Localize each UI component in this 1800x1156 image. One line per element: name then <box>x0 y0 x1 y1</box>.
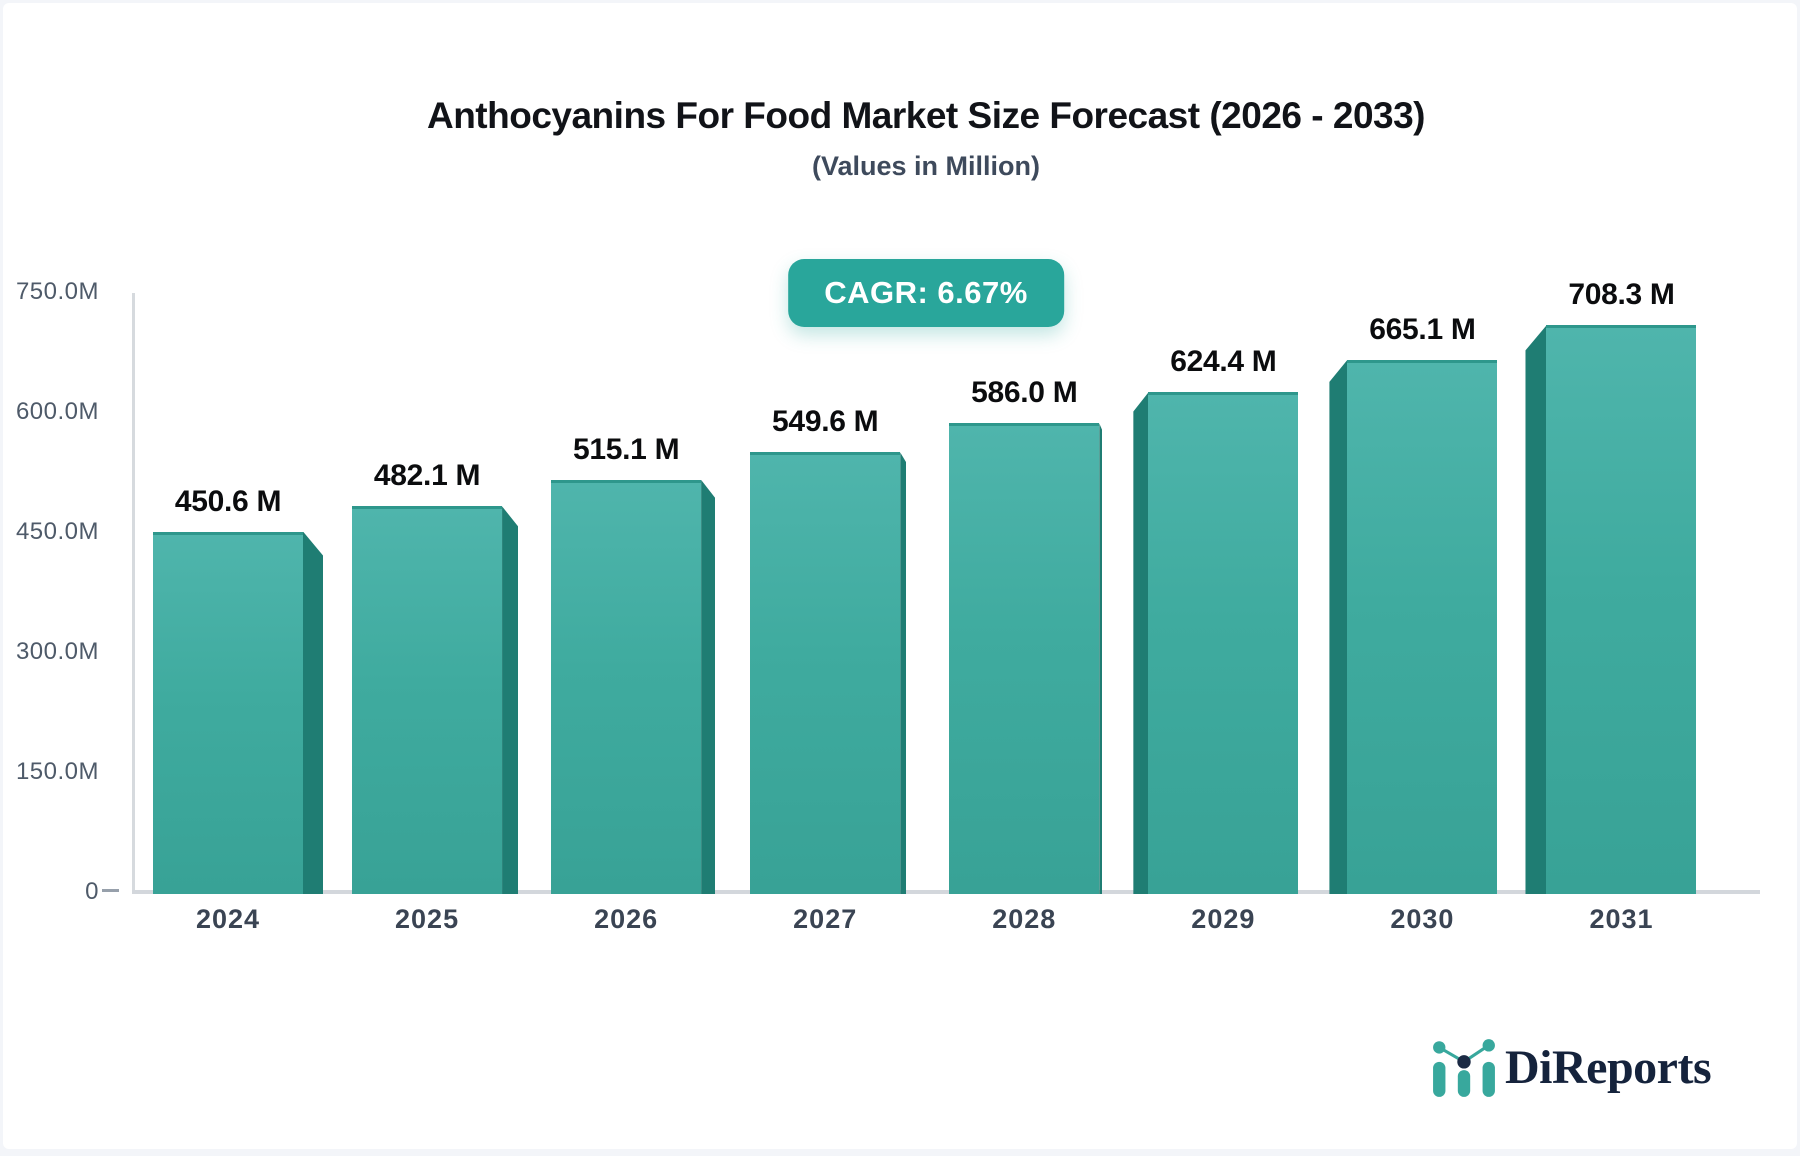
y-axis-tick-label: 600.0M <box>15 398 99 425</box>
zero-tick-mark <box>102 889 119 892</box>
bar-chart-plot: 750.0M 600.0M 450.0M 300.0M 150.0M 0 450.6 M 20… <box>3 3 1797 1149</box>
chart-title: Anthocyanins For Food Market Size Foreca… <box>426 95 1426 136</box>
x-axis-label-2024: 2024 <box>195 904 261 934</box>
y-axis-tick-label: 300.0M <box>15 638 99 665</box>
bar-value-label: 624.4 M <box>1170 345 1277 379</box>
cagr-badge-label: CAGR: 6.67% <box>824 275 1028 310</box>
bar-3d-side <box>1329 359 1348 894</box>
x-axis-label-2031: 2031 <box>1589 904 1654 934</box>
bar-3d-side <box>900 452 907 894</box>
bar-value-label: 450.6 M <box>174 484 282 518</box>
x-axis-label-2029: 2029 <box>1191 904 1256 934</box>
bar-3d-side <box>303 531 323 894</box>
y-axis-line <box>132 293 135 893</box>
x-axis-line <box>132 890 1760 894</box>
x-axis-label-2027: 2027 <box>793 904 858 934</box>
bar-value-label: 482.1 M <box>373 459 481 493</box>
bar-2029 <box>1148 392 1299 894</box>
bar-2025 <box>352 506 503 894</box>
bar-2030 <box>1347 359 1498 894</box>
bar-3d-side <box>701 479 716 894</box>
cagr-badge: CAGR: 6.67% <box>788 259 1064 327</box>
bar-value-label: 515.1 M <box>572 432 680 466</box>
bar-3d-side <box>1133 392 1149 894</box>
chart-subtitle: (Values in Million) <box>811 151 1041 181</box>
bar-value-label: 549.6 M <box>772 405 879 439</box>
direports-logo: DiReports <box>1431 1035 1712 1099</box>
bar-value-label: 586.0 M <box>971 376 1078 410</box>
y-axis-tick-label: 750.0M <box>15 278 99 305</box>
bar-value-label: 665.1 M <box>1369 312 1476 346</box>
x-axis-label-2026: 2026 <box>594 904 659 934</box>
logo-text: DiReports <box>1505 1040 1712 1094</box>
bar-2028 <box>949 423 1100 894</box>
bar-2027 <box>750 452 901 894</box>
chart-card: Anthocyanins For Food Market Size Foreca… <box>3 3 1797 1149</box>
x-axis-label-2030: 2030 <box>1390 904 1455 934</box>
bar-3d-side <box>502 506 519 894</box>
y-axis-tick-label: 450.0M <box>15 518 99 545</box>
bar-3d-side <box>1099 423 1103 894</box>
y-axis-tick-label: 150.0M <box>15 758 99 785</box>
logo-bar-line-chart-icon <box>1433 1039 1495 1097</box>
bar-2031 <box>1546 325 1697 894</box>
bar-value-label: 708.3 M <box>1568 278 1675 312</box>
bar-3d-side <box>1525 325 1547 894</box>
bar-2026 <box>551 479 702 894</box>
x-axis-label-2025: 2025 <box>395 904 460 934</box>
y-axis-tick-label: 0 <box>85 878 99 905</box>
bar-2024 <box>153 531 303 894</box>
x-axis-label-2028: 2028 <box>992 904 1057 934</box>
